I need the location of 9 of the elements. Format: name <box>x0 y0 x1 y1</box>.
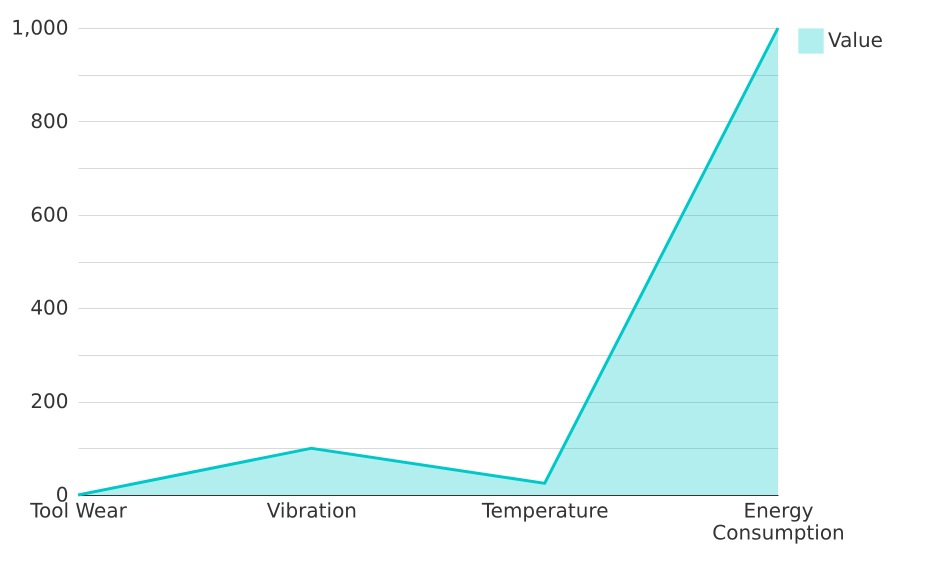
y-tick-label: 1,000 <box>11 16 68 40</box>
legend-label: Value <box>828 28 883 52</box>
y-tick-label: 600 <box>30 202 68 226</box>
y-tick-label: 800 <box>30 108 68 133</box>
x-tick-label: Energy Consumption <box>712 498 845 544</box>
x-tick-label: Temperature <box>480 498 609 522</box>
x-tick-label: Vibration <box>266 498 357 522</box>
y-tick-label: 200 <box>30 389 68 414</box>
y-tick-label: 400 <box>30 296 68 320</box>
